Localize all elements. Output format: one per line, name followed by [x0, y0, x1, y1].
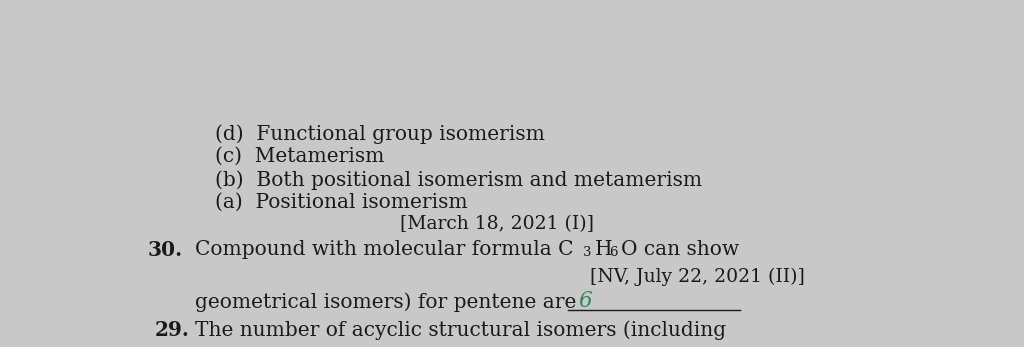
Text: The number of acyclic structural isomers (including: The number of acyclic structural isomers… — [195, 320, 726, 340]
Text: 3: 3 — [583, 246, 592, 259]
Text: (d)  Functional group isomerism: (d) Functional group isomerism — [215, 124, 545, 144]
Text: [March 18, 2021 (I)]: [March 18, 2021 (I)] — [400, 215, 594, 233]
Text: O can show: O can show — [621, 240, 739, 259]
Text: 29.: 29. — [155, 320, 189, 340]
Text: 6: 6 — [609, 246, 617, 259]
Text: (a)  Positional isomerism: (a) Positional isomerism — [215, 193, 468, 212]
Text: Compound with molecular formula C: Compound with molecular formula C — [195, 240, 573, 259]
Text: (c)  Metamerism: (c) Metamerism — [215, 147, 384, 166]
Text: 30.: 30. — [148, 240, 183, 260]
Text: [NV, July 22, 2021 (II)]: [NV, July 22, 2021 (II)] — [590, 268, 805, 286]
Text: H: H — [595, 240, 612, 259]
Text: 6: 6 — [578, 290, 592, 312]
Text: (b)  Both positional isomerism and metamerism: (b) Both positional isomerism and metame… — [215, 170, 702, 190]
Text: geometrical isomers) for pentene are: geometrical isomers) for pentene are — [195, 292, 577, 312]
